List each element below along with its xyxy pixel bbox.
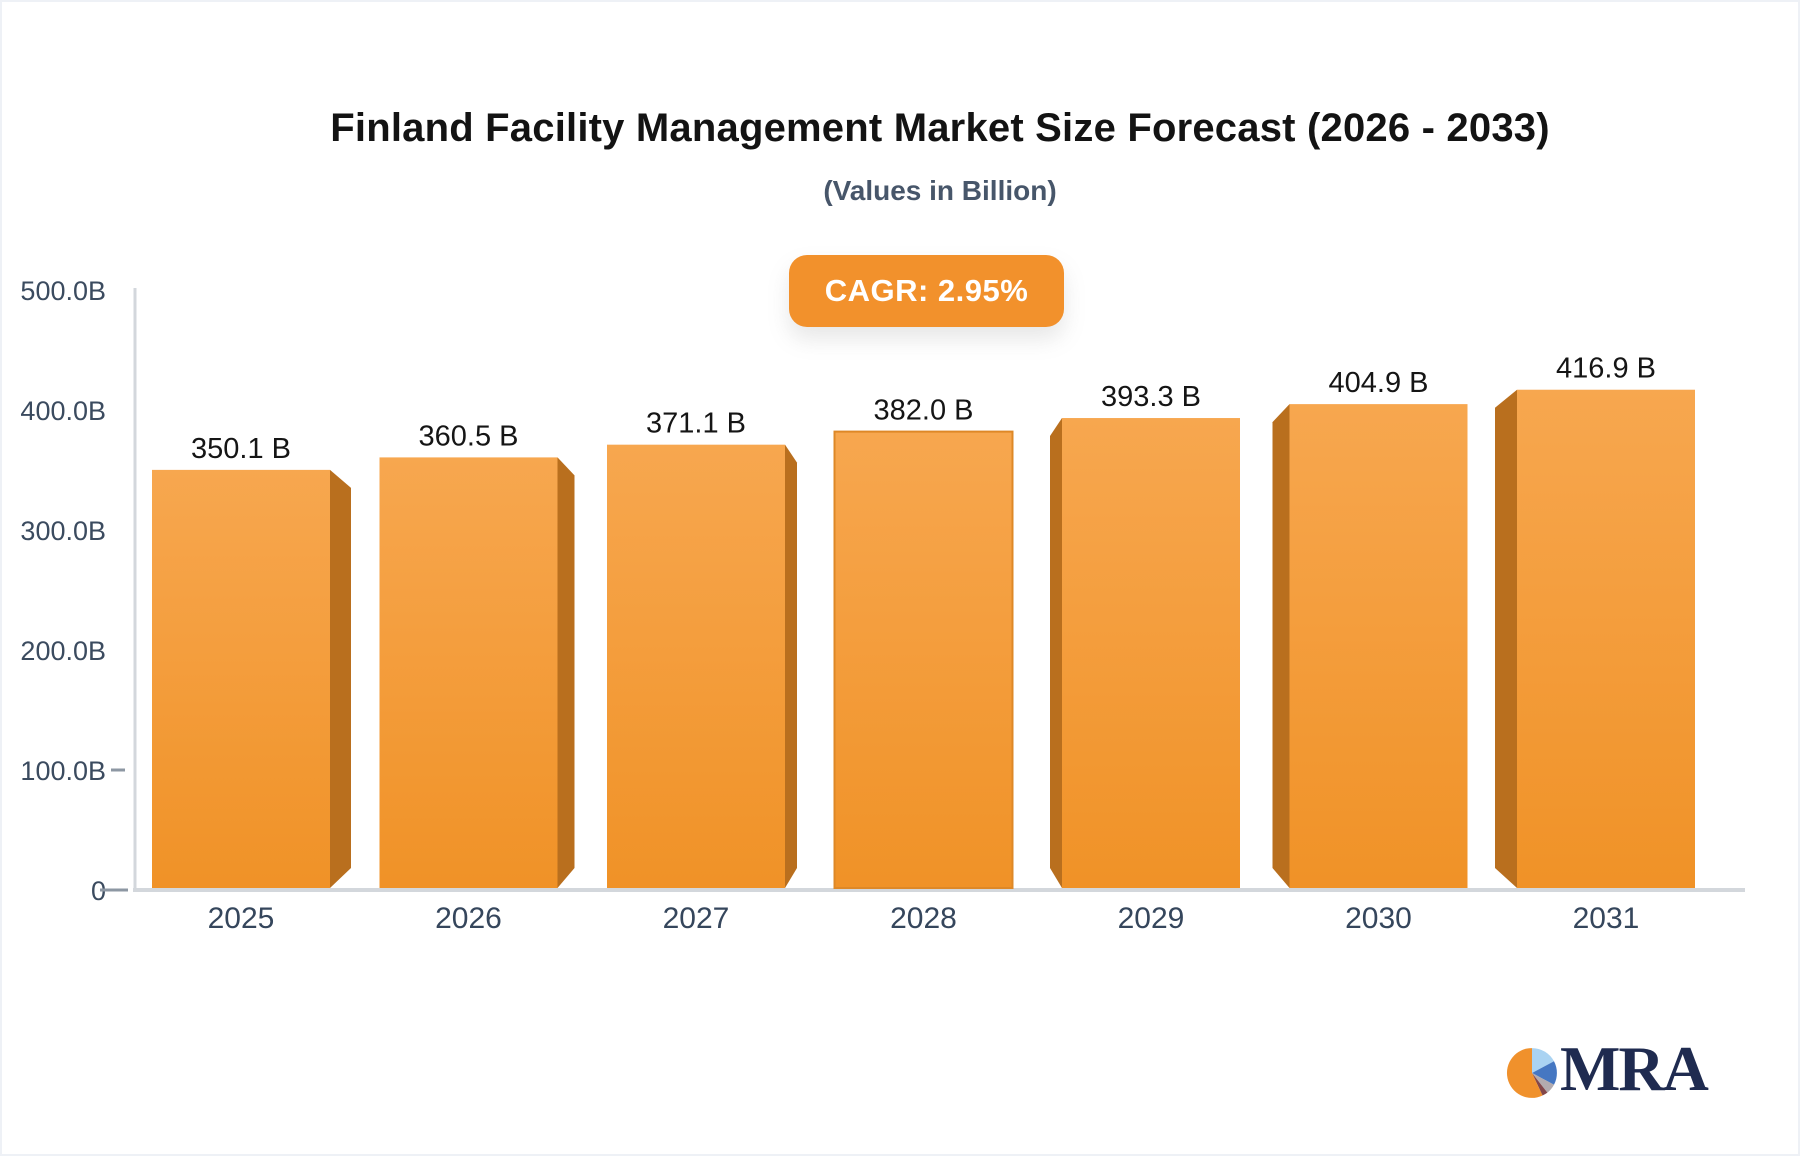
bar-side-2029	[1050, 418, 1062, 888]
y-axis-tick-label: 500.0B	[20, 276, 106, 306]
x-axis-label: 2025	[208, 902, 275, 935]
bar-face-2030	[1289, 404, 1468, 888]
chart-title: Finland Facility Management Market Size …	[330, 106, 1550, 150]
bar-face-2031	[1517, 389, 1695, 888]
bar-side-2030	[1272, 404, 1290, 888]
bar-value-label: 360.5 B	[419, 420, 519, 452]
bar-face-2026	[379, 457, 558, 888]
bar-face-2028	[833, 430, 1014, 889]
bar-value-label: 350.1 B	[191, 433, 291, 465]
x-axis-label: 2026	[435, 902, 502, 935]
y-axis-tick-label: 300.0B	[20, 516, 106, 546]
bar-side-2027	[785, 444, 797, 888]
bar-side-2025	[330, 469, 351, 888]
bar-face-2025	[152, 469, 330, 888]
chart-header: Finland Facility Management Market Size …	[92, 2, 1788, 207]
bar-value-label: 416.9 B	[1556, 353, 1656, 385]
chart-subtitle: (Values in Billion)	[823, 175, 1057, 206]
x-axis-label: 2027	[663, 902, 730, 935]
bar-side-2031	[1495, 389, 1517, 888]
bar-value-label: 371.1 B	[646, 408, 746, 440]
logo-pie-icon	[1506, 1048, 1557, 1098]
y-axis-tick-label: 200.0B	[20, 636, 106, 666]
bar-value-label: 404.9 B	[1329, 367, 1429, 399]
bar-side-2026	[557, 457, 575, 888]
logo-text: MRA	[1560, 1033, 1709, 1104]
x-axis-label: 2030	[1345, 902, 1412, 935]
x-axis-label: 2028	[890, 902, 957, 935]
x-axis-label: 2029	[1118, 902, 1185, 935]
y-axis-tick-label: 0	[91, 876, 106, 906]
bar-value-label: 393.3 B	[1101, 381, 1201, 413]
mra-logo: MRA	[1506, 1037, 1709, 1104]
y-axis-tick-label: 100.0B	[20, 756, 106, 786]
bar-face-2029	[1062, 418, 1240, 888]
x-axis-label: 2031	[1573, 902, 1640, 935]
cagr-badge: CAGR: 2.95%	[789, 255, 1064, 327]
bar-face-2027	[607, 444, 785, 888]
bar-value-label: 382.0 B	[874, 395, 974, 427]
y-axis-tick-label: 400.0B	[20, 396, 106, 426]
